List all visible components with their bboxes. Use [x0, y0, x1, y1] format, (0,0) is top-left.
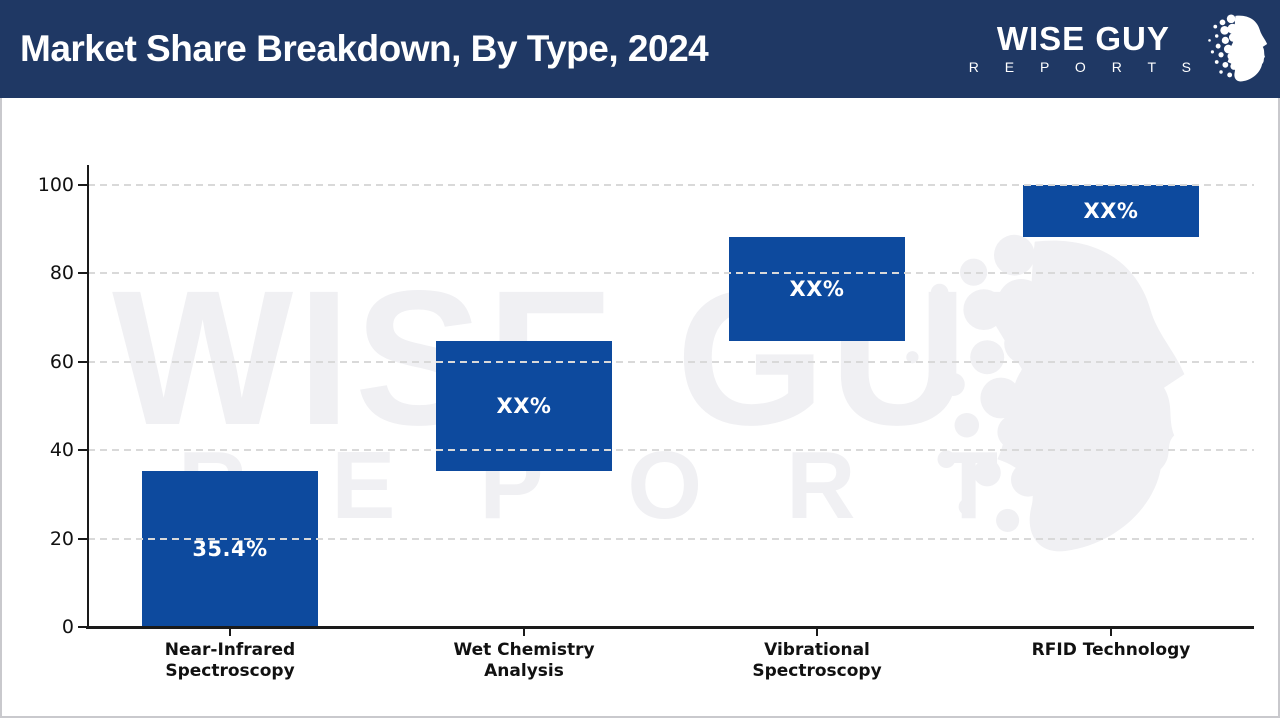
gridline: [88, 272, 1254, 275]
logo-wordmark: WISE GUY: [996, 20, 1170, 57]
x-category-label-line: Spectroscopy: [165, 661, 295, 681]
y-axis-label: 80: [49, 262, 74, 285]
x-category-label-line: Analysis: [484, 661, 564, 681]
y-axis-tick: [78, 626, 87, 628]
y-axis-tick: [78, 449, 87, 452]
y-axis-label: 20: [49, 527, 74, 550]
gridline: [88, 537, 1254, 540]
y-axis-tick: [78, 184, 87, 186]
x-category-label-line: Spectroscopy: [752, 661, 882, 681]
bar-segment: [729, 237, 905, 341]
x-category-label-line: RFID Technology: [1031, 640, 1191, 660]
bar-value-label: XX%: [1083, 199, 1139, 224]
y-axis-label: 0: [61, 616, 74, 638]
x-axis-tick: [1110, 627, 1112, 636]
gridline: [88, 449, 1254, 452]
x-axis-tick: [816, 627, 818, 636]
x-category-label: Wet Chemistry Analysis: [377, 640, 671, 682]
x-axis-spine: [86, 626, 1254, 629]
y-axis-label: 60: [49, 350, 74, 373]
gridline: [88, 360, 1254, 363]
gridline: [88, 184, 1254, 186]
logo-text: WISE GUY R E P O R T S: [965, 20, 1202, 76]
x-category-label: Near-Infrared Spectroscopy: [83, 640, 377, 682]
x-category-label: Vibrational Spectroscopy: [670, 640, 964, 682]
logo-head-icon: [1208, 14, 1268, 82]
x-category-label: RFID Technology: [964, 640, 1258, 661]
y-axis-label: 40: [49, 439, 74, 462]
bar-value-label: XX%: [789, 277, 845, 302]
bar-value-label: 35.4%: [192, 536, 268, 561]
wiseguy-logo: WISE GUY R E P O R T S: [969, 4, 1270, 94]
x-category-label-line: Wet Chemistry: [453, 640, 595, 660]
x-category-label-line: Near-Infrared: [164, 640, 296, 660]
y-axis-spine: [87, 165, 89, 627]
logo-subtext: R E P O R T S: [968, 59, 1202, 75]
y-axis-tick: [78, 537, 87, 540]
bar-value-label: XX%: [496, 393, 552, 418]
y-axis-label: 100: [37, 174, 74, 196]
chart-title: Market Share Breakdown, By Type, 2024: [20, 28, 709, 69]
y-axis-tick: [78, 360, 87, 363]
x-category-label-line: Vibrational: [764, 640, 870, 660]
y-axis-tick: [78, 272, 87, 275]
bar-segment: [142, 470, 318, 627]
header-bar: Market Share Breakdown, By Type, 2024 WI…: [0, 0, 1280, 98]
x-axis-tick: [523, 627, 525, 636]
x-axis-tick: [229, 627, 231, 636]
bar-segment: [1023, 185, 1199, 238]
